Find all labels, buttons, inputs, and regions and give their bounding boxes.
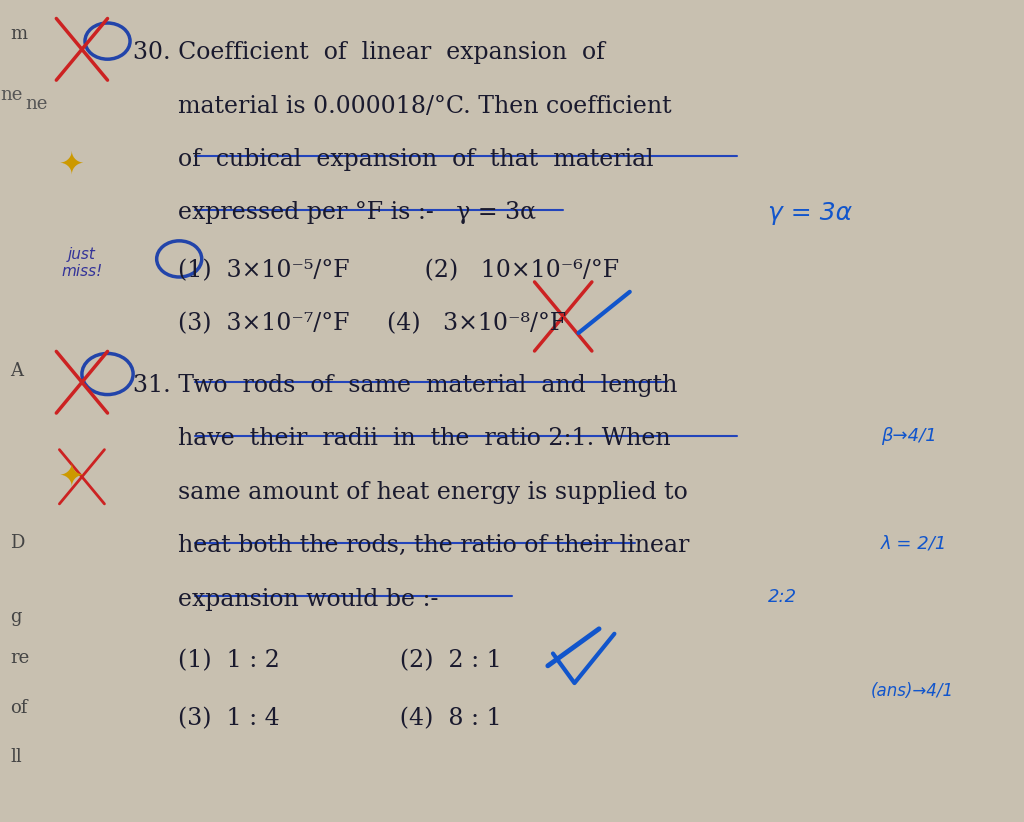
Text: have  their  radii  in  the  ratio 2:1. When: have their radii in the ratio 2:1. When	[133, 427, 671, 450]
Text: expressed per °F is :-   γ = 3α: expressed per °F is :- γ = 3α	[133, 201, 537, 224]
Text: material is 0.000018/°C. Then coefficient: material is 0.000018/°C. Then coefficien…	[133, 95, 672, 118]
Text: 2:2: 2:2	[768, 588, 797, 606]
Text: heat both the rods, the ratio of their linear: heat both the rods, the ratio of their l…	[133, 534, 689, 557]
Text: of: of	[10, 699, 28, 717]
Text: γ = 3α: γ = 3α	[768, 201, 852, 225]
Text: (3)  3×10⁻⁷/°F     (4)   3×10⁻⁸/°F: (3) 3×10⁻⁷/°F (4) 3×10⁻⁸/°F	[133, 312, 566, 335]
Text: ✦: ✦	[59, 462, 84, 492]
Text: re: re	[10, 649, 30, 667]
Text: (1)  3×10⁻⁵/°F          (2)   10×10⁻⁶/°F: (1) 3×10⁻⁵/°F (2) 10×10⁻⁶/°F	[133, 259, 620, 282]
Text: (1)  1 : 2                (2)  2 : 1: (1) 1 : 2 (2) 2 : 1	[133, 649, 502, 672]
Text: of  cubical  expansion  of  that  material: of cubical expansion of that material	[133, 148, 653, 171]
Text: ne: ne	[26, 95, 48, 113]
Text: D: D	[10, 534, 25, 552]
Text: β→4/1: β→4/1	[881, 427, 936, 446]
Text: 31. Two  rods  of  same  material  and  length: 31. Two rods of same material and length	[133, 374, 678, 397]
Text: 30. Coefficient  of  linear  expansion  of: 30. Coefficient of linear expansion of	[133, 41, 605, 64]
Text: m: m	[10, 25, 28, 43]
Text: expansion would be :-: expansion would be :-	[133, 588, 438, 611]
Text: λ = 2/1: λ = 2/1	[881, 534, 947, 552]
Text: A: A	[10, 362, 24, 380]
Text: ✦: ✦	[59, 150, 84, 179]
Text: (ans)→4/1: (ans)→4/1	[870, 682, 953, 700]
Text: ne: ne	[0, 86, 23, 104]
Text: ll: ll	[10, 748, 22, 766]
Text: (3)  1 : 4                (4)  8 : 1: (3) 1 : 4 (4) 8 : 1	[133, 707, 502, 730]
Text: just
miss!: just miss!	[61, 247, 102, 279]
Text: same amount of heat energy is supplied to: same amount of heat energy is supplied t…	[133, 481, 688, 504]
Text: g: g	[10, 608, 22, 626]
